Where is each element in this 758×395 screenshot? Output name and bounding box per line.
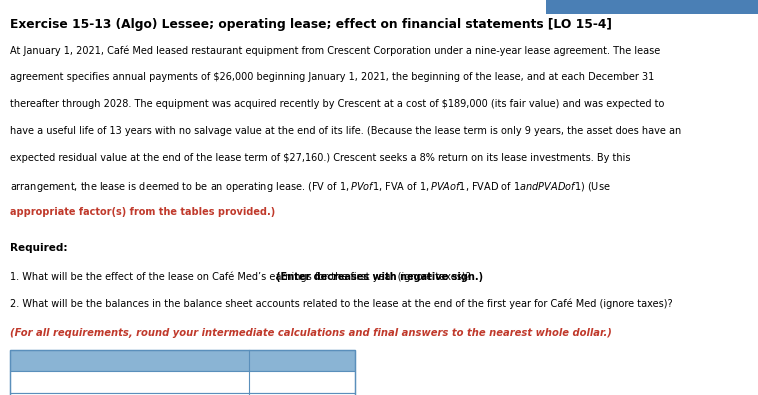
Text: Required:: Required: xyxy=(10,243,67,253)
Text: thereafter through 2028. The equipment was acquired recently by Crescent at a co: thereafter through 2028. The equipment w… xyxy=(10,99,664,109)
Text: At January 1, 2021, Café Med leased restaurant equipment from Crescent Corporati: At January 1, 2021, Café Med leased rest… xyxy=(10,45,660,56)
Text: 2. What will be the balances in the balance sheet accounts related to the lease : 2. What will be the balances in the bala… xyxy=(10,299,672,309)
Text: appropriate factor(s) from the tables provided.): appropriate factor(s) from the tables pr… xyxy=(10,207,275,216)
Text: Effect on earnings: Effect on earnings xyxy=(29,377,117,387)
Text: agreement specifies annual payments of $26,000 beginning January 1, 2021, the be: agreement specifies annual payments of $… xyxy=(10,72,654,82)
Text: (For all requirements, round your intermediate calculations and final answers to: (For all requirements, round your interm… xyxy=(10,328,612,338)
Text: have a useful life of 13 years with no salvage value at the end of its life. (Be: have a useful life of 13 years with no s… xyxy=(10,126,681,136)
Text: expected residual value at the end of the lease term of $27,160.) Crescent seeks: expected residual value at the end of th… xyxy=(10,153,631,163)
Text: 1.: 1. xyxy=(14,377,23,387)
Text: (Enter decreases with negative sign.): (Enter decreases with negative sign.) xyxy=(276,272,483,282)
Text: Exercise 15-13 (Algo) Lessee; operating lease; effect on financial statements [L: Exercise 15-13 (Algo) Lessee; operating … xyxy=(10,18,612,31)
Text: arrangement, the lease is deemed to be an operating lease. (FV of $1, PV of $1, : arrangement, the lease is deemed to be a… xyxy=(10,180,610,194)
Text: 1. What will be the effect of the lease on Café Med’s earnings for the first yea: 1. What will be the effect of the lease … xyxy=(10,272,474,282)
